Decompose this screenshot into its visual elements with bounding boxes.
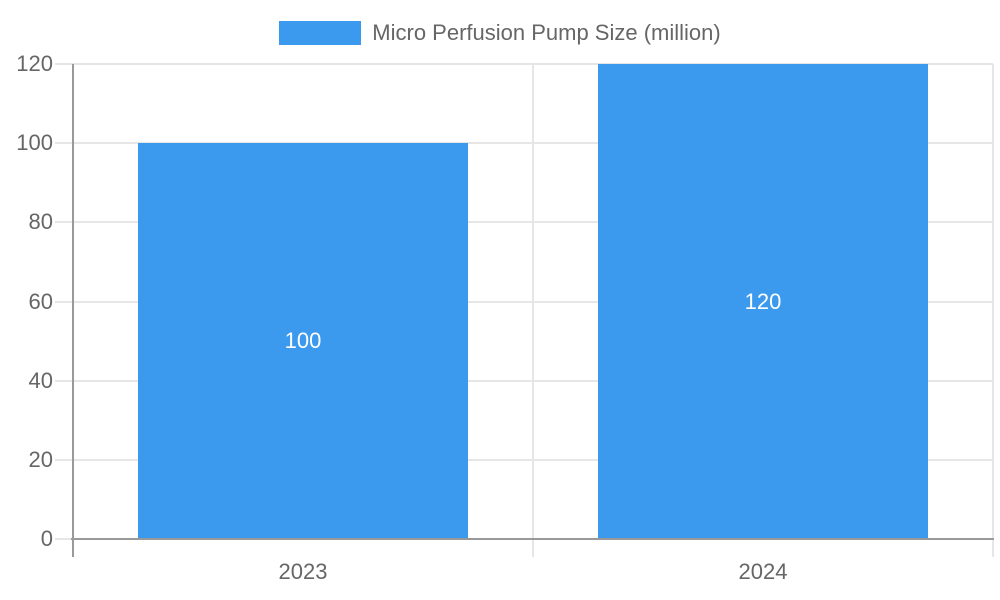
bar-value-label: 120 <box>744 288 782 314</box>
x-tick-label: 2024 <box>738 559 788 584</box>
gridline-horizontal <box>55 379 993 382</box>
gridline-vertical <box>992 64 994 557</box>
y-tick-label: 80 <box>28 209 53 235</box>
bar-2023 <box>138 143 468 539</box>
y-tick-label: 20 <box>28 446 53 472</box>
bar-2024 <box>598 64 928 539</box>
y-axis-line <box>72 64 74 557</box>
gridline-vertical <box>532 64 534 557</box>
gridline-horizontal <box>55 142 993 145</box>
y-tick-label: 100 <box>16 130 53 156</box>
gridline-horizontal <box>55 300 993 303</box>
bar-value-label: 100 <box>284 328 322 354</box>
gridline-horizontal <box>55 221 993 224</box>
legend-label: Micro Perfusion Pump Size (million) <box>372 20 721 45</box>
y-tick-label: 120 <box>16 51 53 76</box>
x-axis-line <box>71 538 994 540</box>
y-tick-label: 0 <box>40 526 53 551</box>
y-tick-label: 40 <box>28 367 53 393</box>
x-tick-label: 2023 <box>278 559 328 584</box>
y-tick-label: 60 <box>28 288 53 314</box>
legend-swatch <box>279 21 362 45</box>
gridline-horizontal <box>55 458 993 461</box>
gridline-horizontal <box>55 63 993 65</box>
legend[interactable]: Micro Perfusion Pump Size (million) <box>0 20 1000 46</box>
